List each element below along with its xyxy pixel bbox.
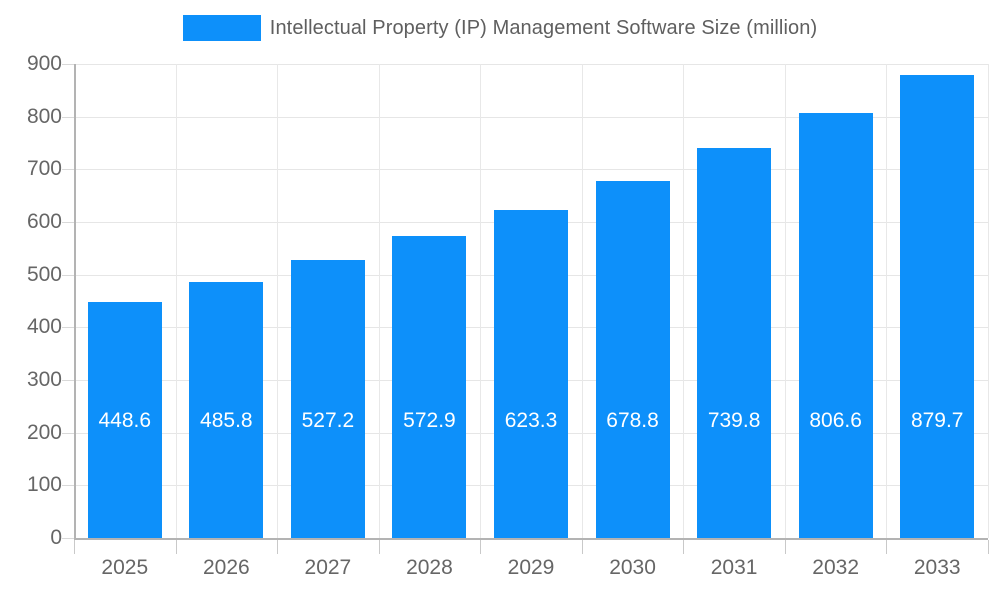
y-axis-tick-label: 200 xyxy=(26,420,62,444)
y-axis-tick-mark xyxy=(62,64,74,65)
gridline-vertical xyxy=(988,64,989,538)
gridline-horizontal xyxy=(74,169,988,171)
bar[interactable]: 879.7 xyxy=(900,74,975,538)
x-axis-tick-label: 2028 xyxy=(406,556,453,579)
bar[interactable]: 806.6 xyxy=(798,113,873,538)
gridline-vertical xyxy=(886,64,887,538)
gridline-vertical xyxy=(176,64,177,538)
y-axis-tick-label: 400 xyxy=(26,315,62,339)
y-axis-tick-label: 600 xyxy=(26,210,62,233)
x-axis-tick-mark xyxy=(480,540,481,554)
gridline-vertical xyxy=(683,64,684,538)
y-axis-tick-label: 800 xyxy=(26,104,62,128)
y-axis-tick-mark xyxy=(62,538,74,539)
y-axis-tick-label: 900 xyxy=(26,52,62,75)
x-axis-line xyxy=(74,538,988,540)
bar-value-label: 448.6 xyxy=(98,409,152,432)
gridline-horizontal xyxy=(74,64,988,65)
gridline-vertical xyxy=(480,64,481,538)
y-axis-tick-mark xyxy=(62,274,74,276)
legend-color-swatch-icon xyxy=(182,15,261,41)
x-axis-tick-label: 2030 xyxy=(609,556,656,579)
x-axis-tick-mark xyxy=(176,540,177,554)
bar-value-label: 623.3 xyxy=(504,409,558,432)
y-axis-tick-mark xyxy=(62,380,74,381)
y-axis-line xyxy=(74,64,76,539)
y-axis: 0 100 200 300 400 500 600 700 800 900 xyxy=(0,0,74,600)
x-axis-tick-label: 2026 xyxy=(202,556,250,579)
bar-value-label: 806.6 xyxy=(809,409,862,432)
gridline-vertical xyxy=(785,64,786,538)
bar-value-label: 485.8 xyxy=(200,409,253,432)
x-axis-tick-mark xyxy=(74,540,75,554)
x-axis-tick-label: 2025 xyxy=(101,556,149,579)
x-axis-tick-mark xyxy=(582,540,583,554)
y-axis-tick-mark xyxy=(62,169,74,171)
bar[interactable]: 485.8 xyxy=(189,282,264,538)
bar-value-label: 678.8 xyxy=(606,409,659,432)
y-axis-tick-mark xyxy=(62,485,74,487)
x-axis-tick-mark xyxy=(988,540,989,554)
bar[interactable]: 739.8 xyxy=(697,148,772,538)
x-axis-tick-label: 2031 xyxy=(710,556,758,579)
x-axis-tick-mark xyxy=(683,540,684,554)
y-axis-tick-mark xyxy=(62,116,74,118)
y-axis-tick-label: 300 xyxy=(26,368,62,391)
y-axis-tick-label: 700 xyxy=(26,157,62,181)
y-axis-tick-mark xyxy=(62,222,74,223)
gridline-vertical xyxy=(277,64,278,538)
bar[interactable]: 527.2 xyxy=(290,260,365,538)
gridline-horizontal xyxy=(74,116,988,118)
bar[interactable]: 572.9 xyxy=(392,236,467,538)
gridline-vertical xyxy=(582,64,583,538)
bar-value-label: 879.7 xyxy=(910,409,964,432)
plot-area: 448.6 485.8 527.2 572.9 623.3 678.8 739.8 806.6… xyxy=(74,64,989,538)
x-axis-tick-mark xyxy=(886,540,887,554)
bar-value-label: 572.9 xyxy=(403,409,456,432)
legend-label: Intellectual Property (IP) Management So… xyxy=(269,16,818,39)
x-axis-tick-label: 2029 xyxy=(507,556,555,579)
bar[interactable]: 448.6 xyxy=(87,301,162,538)
bar-value-label: 527.2 xyxy=(301,409,355,432)
gridline-vertical xyxy=(379,64,380,538)
x-axis-tick-label: 2033 xyxy=(913,556,961,579)
x-axis-tick-mark xyxy=(785,540,786,554)
y-axis-tick-label: 100 xyxy=(26,473,62,497)
legend-item-ip-management-software[interactable]: Intellectual Property (IP) Management So… xyxy=(182,15,818,41)
y-axis-tick-label: 500 xyxy=(26,262,62,286)
x-axis-tick-label: 2032 xyxy=(812,556,860,579)
x-axis-tick-mark xyxy=(277,540,278,554)
chart-legend: Intellectual Property (IP) Management So… xyxy=(0,8,1000,48)
bar[interactable]: 678.8 xyxy=(595,180,670,538)
bar[interactable]: 623.3 xyxy=(494,209,568,538)
y-axis-tick-mark xyxy=(62,432,74,434)
x-axis-tick-label: 2027 xyxy=(304,556,352,579)
y-axis-tick-mark xyxy=(62,327,74,329)
y-axis-tick-label: 0 xyxy=(50,526,62,549)
bar-value-label: 739.8 xyxy=(707,409,761,432)
x-axis-tick-mark xyxy=(379,540,380,554)
